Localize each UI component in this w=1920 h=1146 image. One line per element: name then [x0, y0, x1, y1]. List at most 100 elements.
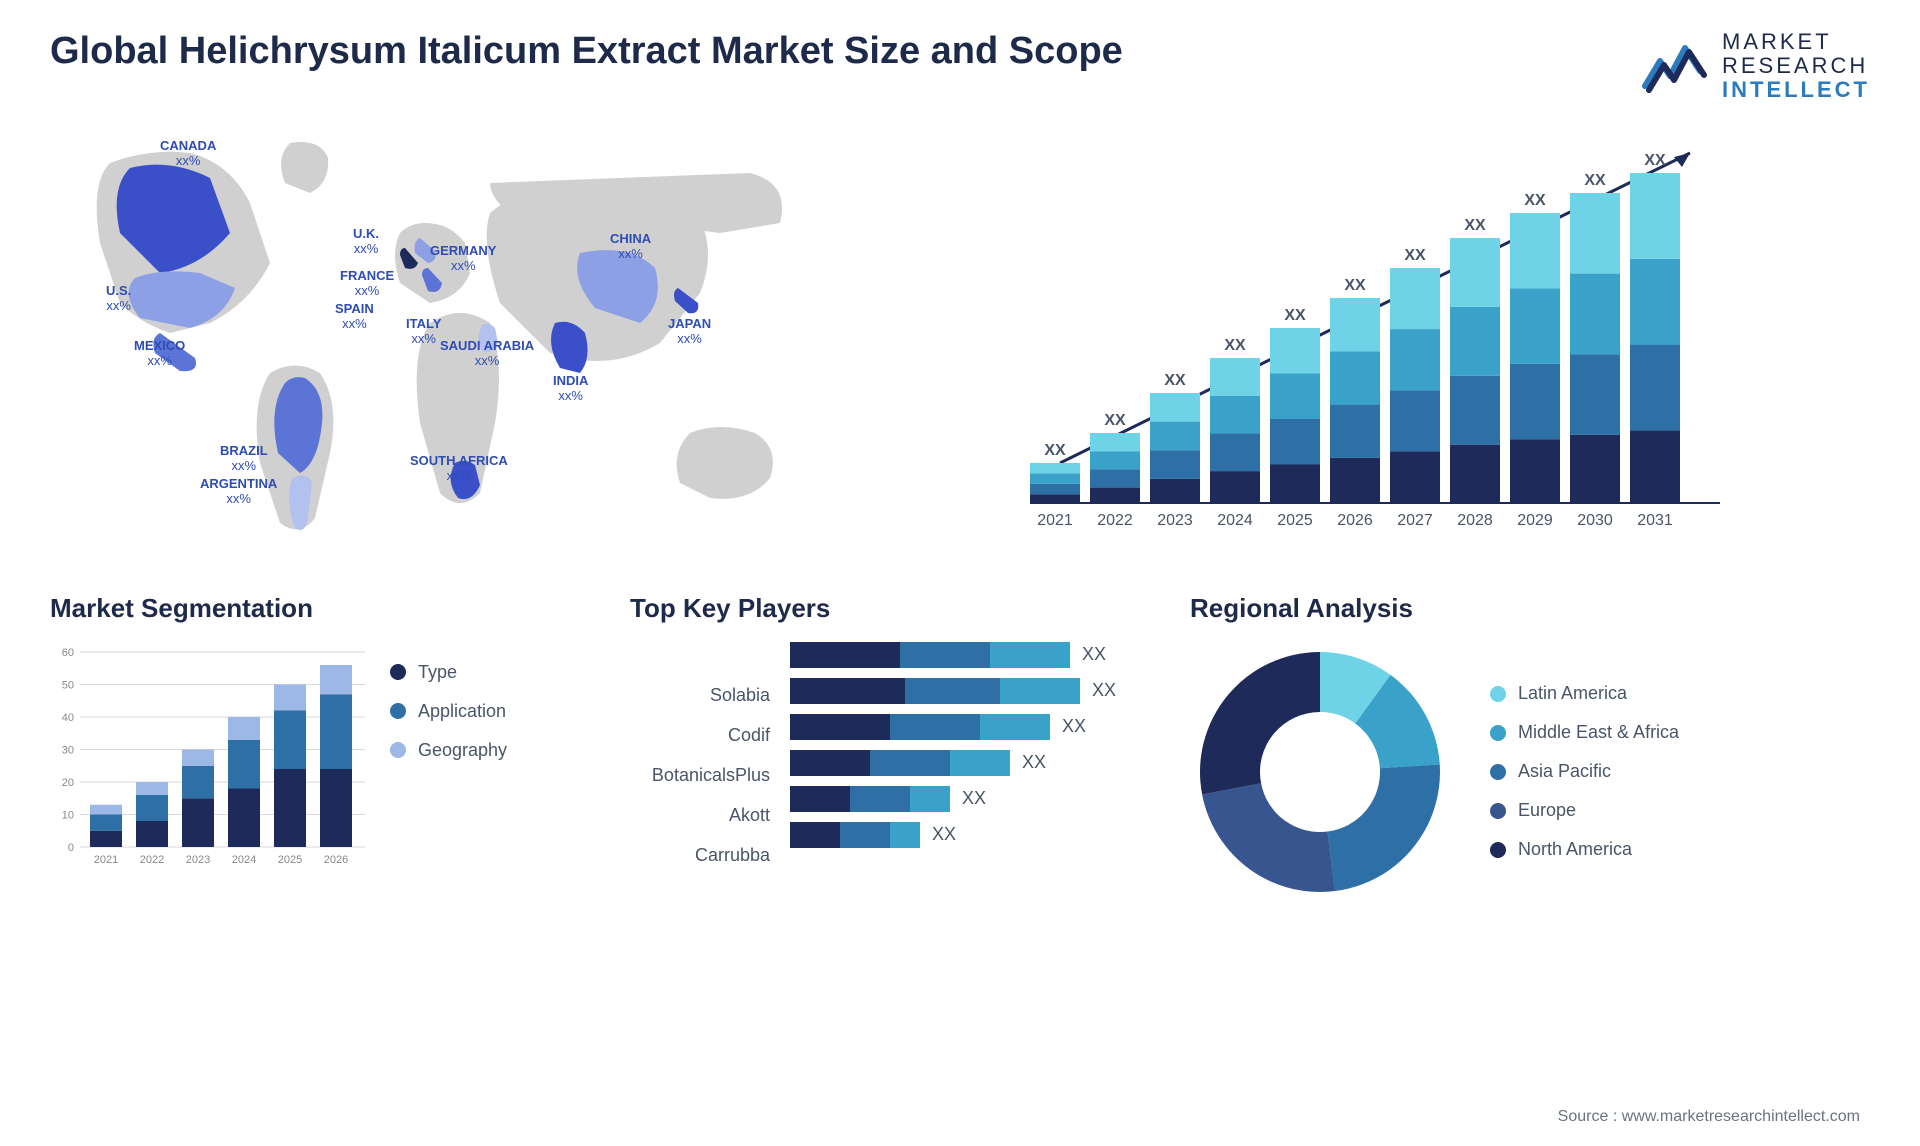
- bar-segment: [910, 786, 950, 812]
- logo-line-2: RESEARCH: [1722, 54, 1870, 78]
- legend-label: Europe: [1518, 800, 1576, 821]
- svg-text:0: 0: [68, 842, 74, 854]
- svg-text:30: 30: [62, 744, 74, 756]
- svg-text:XX: XX: [1284, 307, 1306, 324]
- svg-text:2029: 2029: [1517, 512, 1553, 529]
- legend-swatch: [1490, 764, 1506, 780]
- legend-item: North America: [1490, 839, 1679, 860]
- regional-title: Regional Analysis: [1190, 593, 1870, 624]
- logo-line-3: INTELLECT: [1722, 78, 1870, 102]
- growth-chart-panel: XX2021XX2022XX2023XX2024XX2025XX2026XX20…: [1010, 123, 1870, 553]
- player-value: XX: [1082, 644, 1106, 665]
- svg-text:2026: 2026: [324, 854, 348, 866]
- legend-swatch: [390, 664, 406, 680]
- legend-swatch: [1490, 803, 1506, 819]
- svg-text:2025: 2025: [1277, 512, 1313, 529]
- map-label: SOUTH AFRICAxx%: [410, 453, 508, 484]
- legend-item: Application: [390, 701, 507, 722]
- players-bars: XXXXXXXXXXXX: [790, 642, 1116, 848]
- player-name: Solabia: [630, 682, 770, 708]
- legend-label: Application: [418, 701, 506, 722]
- player-value: XX: [1062, 716, 1086, 737]
- bar-segment: [905, 678, 1000, 704]
- svg-text:2028: 2028: [1457, 512, 1493, 529]
- bar-segment: [890, 714, 980, 740]
- map-label: BRAZILxx%: [220, 443, 268, 474]
- source-footer: Source : www.marketresearchintellect.com: [1558, 1108, 1860, 1126]
- bar-segment: [980, 714, 1050, 740]
- brand-logo: MARKET RESEARCH INTELLECT: [1640, 30, 1870, 103]
- legend-swatch: [1490, 842, 1506, 858]
- player-bar-row: XX: [790, 750, 1116, 776]
- player-name: [630, 642, 770, 668]
- svg-text:2022: 2022: [140, 854, 164, 866]
- player-value: XX: [962, 788, 986, 809]
- page-title: Global Helichrysum Italicum Extract Mark…: [50, 30, 1123, 73]
- svg-text:50: 50: [62, 679, 74, 691]
- key-players-title: Top Key Players: [630, 593, 1130, 624]
- svg-text:XX: XX: [1224, 337, 1246, 354]
- bar-segment: [890, 822, 920, 848]
- player-bar-row: XX: [790, 714, 1116, 740]
- bar-segment: [790, 642, 900, 668]
- player-value: XX: [1022, 752, 1046, 773]
- map-label: GERMANYxx%: [430, 243, 496, 274]
- player-bar: [790, 786, 950, 812]
- segmentation-chart: 0102030405060202120222023202420252026: [50, 642, 370, 872]
- svg-text:2024: 2024: [1217, 512, 1253, 529]
- legend-label: Type: [418, 662, 457, 683]
- legend-label: Middle East & Africa: [1518, 722, 1679, 743]
- svg-text:2027: 2027: [1397, 512, 1433, 529]
- svg-text:2026: 2026: [1337, 512, 1373, 529]
- map-label: SPAINxx%: [335, 301, 374, 332]
- map-label: ITALYxx%: [406, 316, 441, 347]
- svg-text:XX: XX: [1524, 192, 1546, 209]
- legend-label: North America: [1518, 839, 1632, 860]
- player-name: BotanicalsPlus: [630, 762, 770, 788]
- legend-item: Geography: [390, 740, 507, 761]
- player-bar-row: XX: [790, 786, 1116, 812]
- svg-text:XX: XX: [1464, 217, 1486, 234]
- svg-text:XX: XX: [1104, 412, 1126, 429]
- svg-text:2023: 2023: [186, 854, 210, 866]
- segmentation-panel: Market Segmentation 01020304050602021202…: [50, 593, 570, 902]
- player-bar: [790, 750, 1010, 776]
- player-name: Carrubba: [630, 842, 770, 868]
- bar-segment: [840, 822, 890, 848]
- legend-item: Asia Pacific: [1490, 761, 1679, 782]
- key-players-panel: Top Key Players SolabiaCodifBotanicalsPl…: [630, 593, 1130, 902]
- map-label: MEXICOxx%: [134, 338, 185, 369]
- legend-swatch: [390, 703, 406, 719]
- regional-legend: Latin America Middle East & Africa Asia Pa…: [1490, 683, 1679, 860]
- bar-segment: [870, 750, 950, 776]
- bar-segment: [850, 786, 910, 812]
- bar-segment: [1000, 678, 1080, 704]
- bar-segment: [790, 678, 905, 704]
- svg-text:40: 40: [62, 712, 74, 724]
- player-bar-row: XX: [790, 642, 1116, 668]
- legend-label: Latin America: [1518, 683, 1627, 704]
- bar-segment: [790, 822, 840, 848]
- map-label: FRANCExx%: [340, 268, 394, 299]
- map-label: CHINAxx%: [610, 231, 651, 262]
- map-label: U.K.xx%: [353, 226, 379, 257]
- bar-segment: [790, 714, 890, 740]
- svg-text:2025: 2025: [278, 854, 302, 866]
- svg-text:2031: 2031: [1637, 512, 1673, 529]
- legend-label: Asia Pacific: [1518, 761, 1611, 782]
- svg-text:XX: XX: [1584, 172, 1606, 189]
- segmentation-title: Market Segmentation: [50, 593, 570, 624]
- map-label: INDIAxx%: [553, 373, 588, 404]
- svg-text:20: 20: [62, 777, 74, 789]
- legend-item: Europe: [1490, 800, 1679, 821]
- legend-item: Middle East & Africa: [1490, 722, 1679, 743]
- svg-text:XX: XX: [1164, 372, 1186, 389]
- bar-segment: [900, 642, 990, 668]
- svg-text:XX: XX: [1044, 442, 1066, 459]
- player-value: XX: [932, 824, 956, 845]
- bar-segment: [790, 750, 870, 776]
- logo-line-1: MARKET: [1722, 30, 1870, 54]
- map-label: U.S.xx%: [106, 283, 131, 314]
- logo-icon: [1640, 36, 1710, 96]
- player-bar-row: XX: [790, 822, 1116, 848]
